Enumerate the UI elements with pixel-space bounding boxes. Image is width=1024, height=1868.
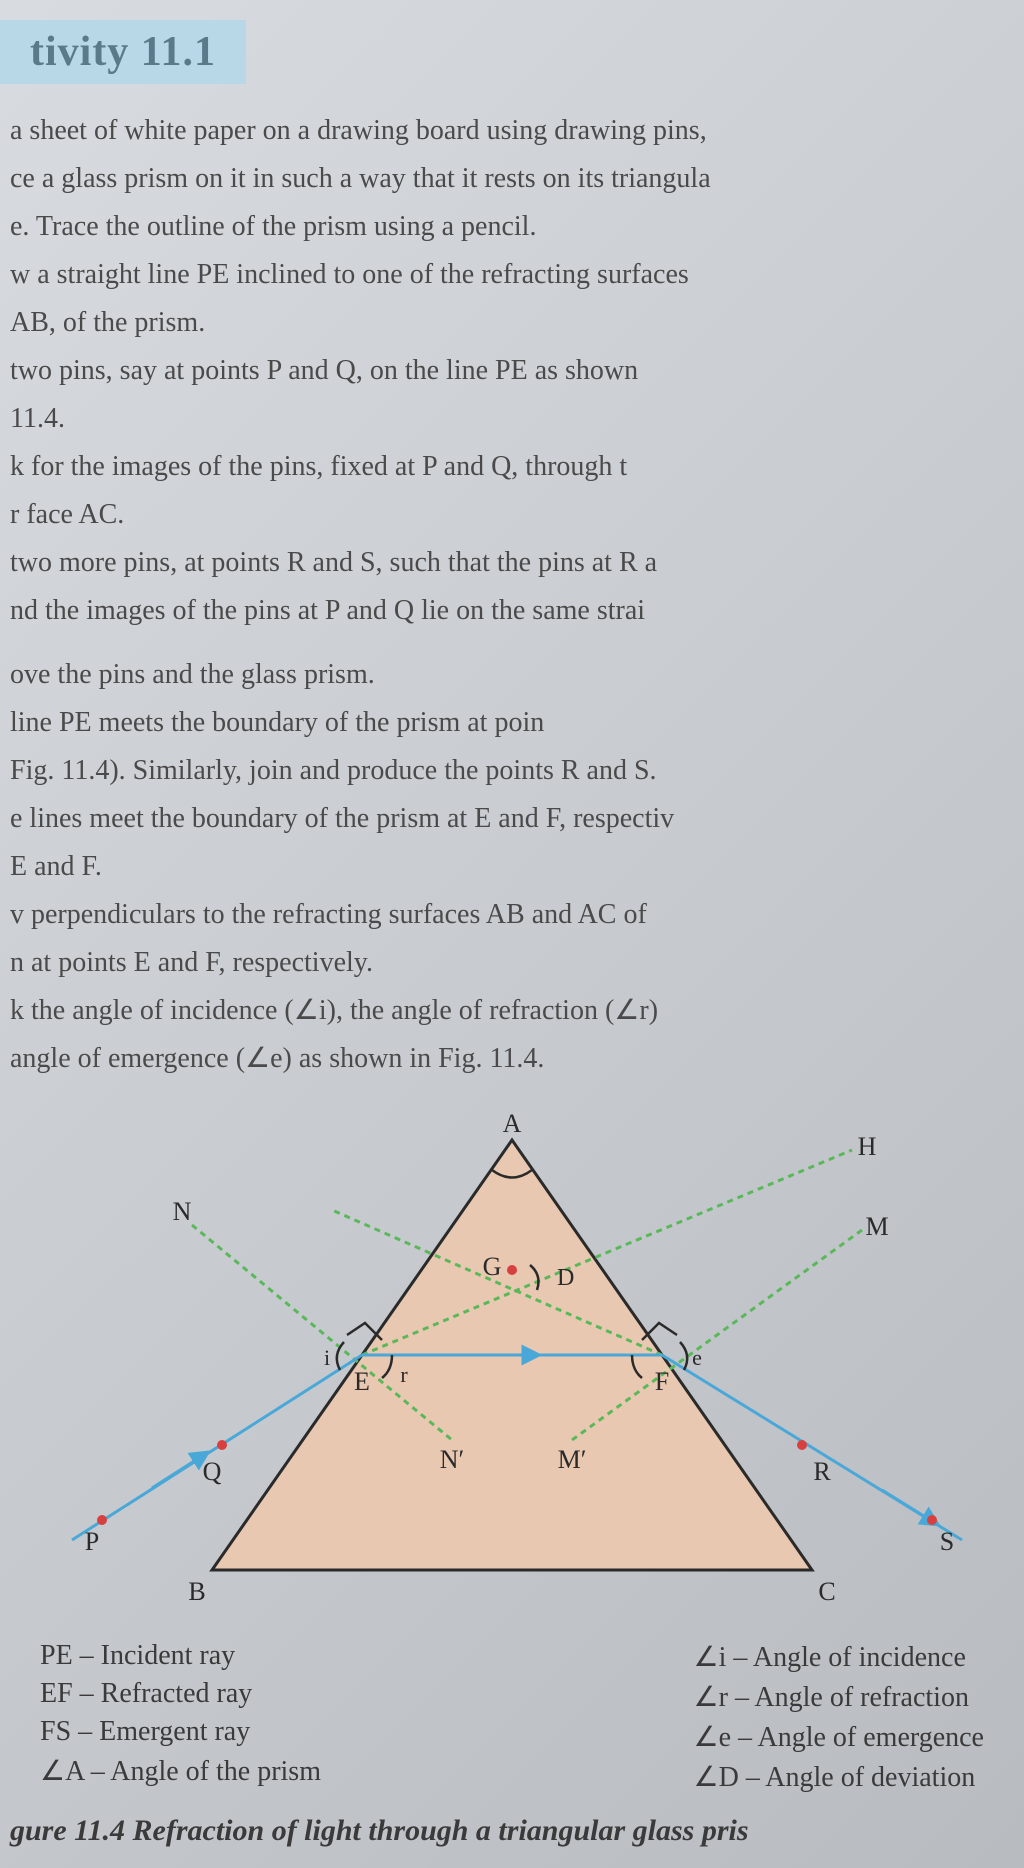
text-line: e. Trace the outline of the prism using … bbox=[10, 206, 1004, 248]
label-D: D bbox=[557, 1265, 574, 1291]
label-H: H bbox=[858, 1132, 877, 1161]
legend-left: PE – Incident ray EF – Refracted ray FS … bbox=[40, 1640, 321, 1794]
text-line: w a straight line PE inclined to one of … bbox=[10, 254, 1004, 296]
angle-i-label: i bbox=[324, 1345, 330, 1370]
pin-R bbox=[797, 1440, 807, 1450]
prism-diagram-container: A B C E F G D P Q R S N N′ M M′ H i r e bbox=[0, 1100, 1024, 1620]
text-line: angle of emergence (∠e) as shown in Fig.… bbox=[10, 1038, 1004, 1080]
label-Q: Q bbox=[203, 1457, 222, 1486]
legend-item: ∠D – Angle of deviation bbox=[694, 1760, 984, 1794]
page: tivity 11.1 a sheet of white paper on a … bbox=[0, 0, 1024, 1868]
activity-header: tivity 11.1 bbox=[0, 20, 246, 84]
legend-right: ∠i – Angle of incidence ∠r – Angle of re… bbox=[694, 1640, 984, 1794]
legend-item: EF – Refracted ray bbox=[40, 1678, 321, 1710]
point-G bbox=[507, 1265, 517, 1275]
text-line: line PE meets the boundary of the prism … bbox=[10, 702, 1004, 744]
legend: PE – Incident ray EF – Refracted ray FS … bbox=[0, 1640, 1024, 1794]
text-line: two more pins, at points R and S, such t… bbox=[10, 542, 1004, 584]
label-E: E bbox=[354, 1367, 370, 1396]
label-A: A bbox=[503, 1109, 522, 1138]
angle-r-label: r bbox=[400, 1362, 408, 1387]
text-line: k the angle of incidence (∠i), the angle… bbox=[10, 990, 1004, 1032]
label-Np: N′ bbox=[440, 1445, 464, 1474]
label-R: R bbox=[813, 1457, 831, 1486]
figure-number: gure 11.4 bbox=[10, 1814, 125, 1847]
text-line: AB, of the prism. bbox=[10, 302, 1004, 344]
text-line: 11.4. bbox=[10, 398, 1004, 440]
text-line: ove the pins and the glass prism. bbox=[10, 654, 1004, 696]
text-line: two pins, say at points P and Q, on the … bbox=[10, 350, 1004, 392]
label-Mp: M′ bbox=[558, 1445, 587, 1474]
figure-text: Refraction of light through a triangular… bbox=[125, 1814, 749, 1847]
label-F: F bbox=[655, 1367, 669, 1396]
pin-S bbox=[927, 1515, 937, 1525]
label-M: M bbox=[865, 1212, 888, 1241]
pin-P bbox=[97, 1515, 107, 1525]
text-line: ce a glass prism on it in such a way tha… bbox=[10, 158, 1004, 200]
label-G: G bbox=[483, 1252, 502, 1281]
text-line: e lines meet the boundary of the prism a… bbox=[10, 798, 1004, 840]
pin-Q bbox=[217, 1440, 227, 1450]
emergent-ray-arrow bbox=[882, 1490, 932, 1521]
legend-item: PE – Incident ray bbox=[40, 1640, 321, 1672]
legend-item: ∠r – Angle of refraction bbox=[694, 1680, 984, 1714]
text-line: Fig. 11.4). Similarly, join and produce … bbox=[10, 750, 1004, 792]
text-line: nd the images of the pins at P and Q lie… bbox=[10, 590, 1004, 632]
label-C: C bbox=[818, 1577, 835, 1606]
legend-item: FS – Emergent ray bbox=[40, 1716, 321, 1748]
text-line: v perpendiculars to the refracting surfa… bbox=[10, 894, 1004, 936]
text-line: n at points E and F, respectively. bbox=[10, 942, 1004, 984]
label-S: S bbox=[940, 1527, 954, 1556]
label-N: N bbox=[173, 1197, 192, 1226]
text-line: E and F. bbox=[10, 846, 1004, 888]
angle-e-label: e bbox=[692, 1345, 702, 1370]
legend-item: ∠e – Angle of emergence bbox=[694, 1720, 984, 1754]
figure-caption: gure 11.4 Refraction of light through a … bbox=[0, 1794, 1024, 1848]
text-line: a sheet of white paper on a drawing boar… bbox=[10, 110, 1004, 152]
prism-diagram: A B C E F G D P Q R S N N′ M M′ H i r e bbox=[32, 1100, 992, 1620]
text-line: r face AC. bbox=[10, 494, 1004, 536]
legend-item: ∠i – Angle of incidence bbox=[694, 1640, 984, 1674]
label-B: B bbox=[188, 1577, 205, 1606]
body-text: a sheet of white paper on a drawing boar… bbox=[0, 110, 1024, 1080]
label-P: P bbox=[85, 1527, 99, 1556]
text-line: k for the images of the pins, fixed at P… bbox=[10, 446, 1004, 488]
legend-item: ∠A – Angle of the prism bbox=[40, 1754, 321, 1788]
spacer bbox=[10, 638, 1004, 648]
incident-ray-arrow bbox=[152, 1456, 202, 1488]
